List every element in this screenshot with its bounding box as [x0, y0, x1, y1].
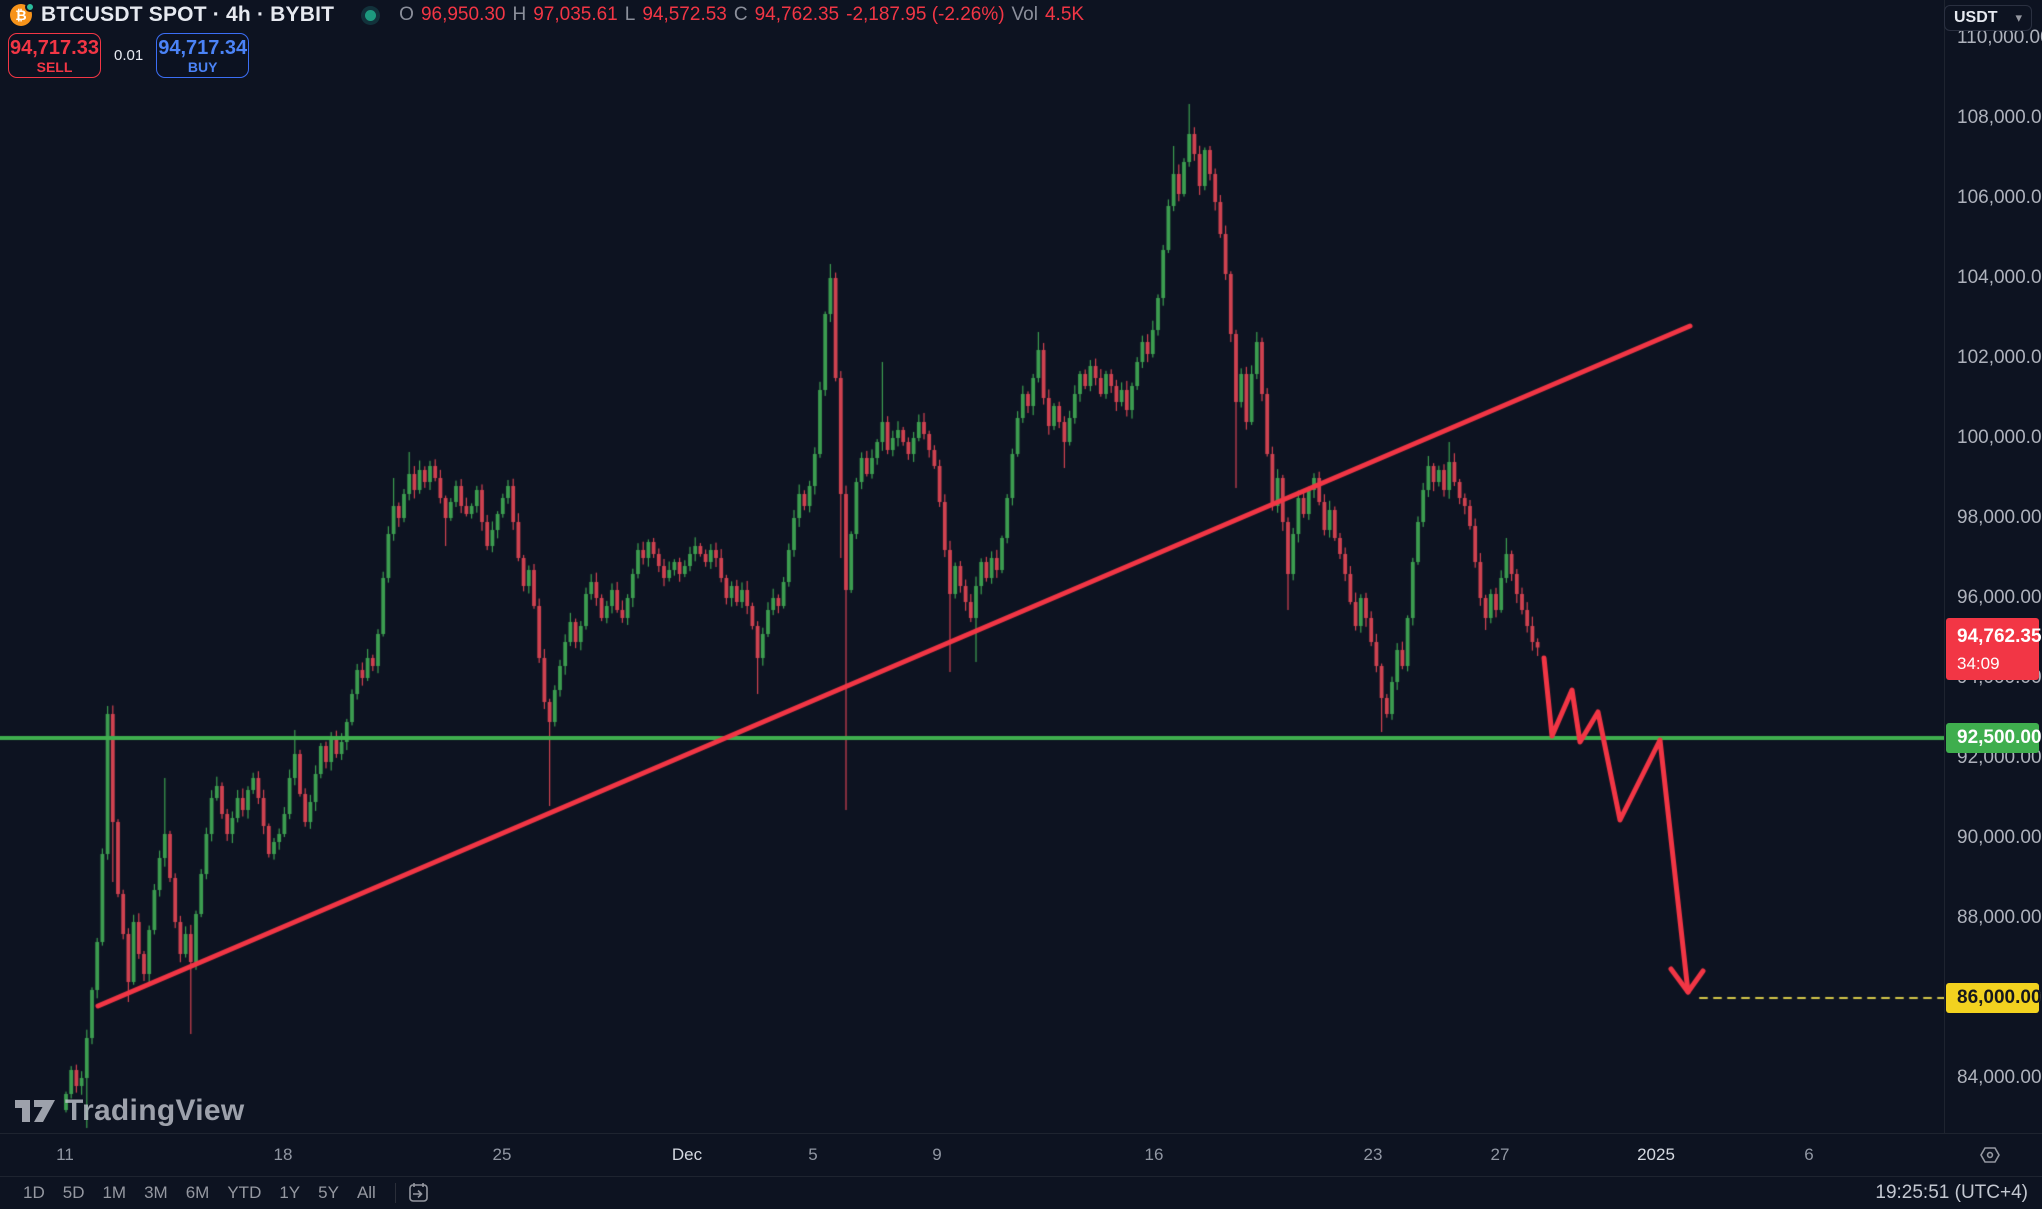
price-axis-label: 102,000.00	[1957, 347, 2042, 368]
time-axis-tick: 5	[808, 1145, 818, 1164]
support-price-label: 92,500.00	[1946, 723, 2042, 753]
range-button-3M[interactable]: 3M	[144, 1183, 168, 1202]
price-axis-label: 84,000.00	[1957, 1067, 2042, 1088]
time-axis-tick: 6	[1804, 1145, 1814, 1164]
time-axis-tick: 23	[1363, 1145, 1383, 1164]
range-button-All[interactable]: All	[356, 1183, 376, 1202]
time-axis-tick: 11	[56, 1145, 74, 1164]
range-button-6M[interactable]: 6M	[185, 1183, 210, 1202]
time-axis-tick: 2025	[1637, 1145, 1675, 1164]
target-price-label: 86,000.00	[1946, 983, 2042, 1013]
time-axis-tick: 25	[492, 1145, 512, 1164]
price-axis-label: 104,000.00	[1957, 267, 2042, 288]
sell-label: SELL	[36, 58, 73, 75]
bottom-toolbar: 1D 5D 1M 3M 6M YTD 1Y 5Y All 19:25:51 (UTC+4)	[0, 1176, 2042, 1209]
price-axis-label: 90,000.00	[1957, 827, 2042, 848]
time-axis[interactable]: 11 18 25 Dec 5 9 16 23 27 2025 6	[0, 1133, 2042, 1176]
time-axis-tick: 18	[273, 1145, 293, 1164]
currency-selector-dropdown[interactable]: USDT ▾	[1944, 5, 2032, 31]
price-axis-label: 98,000.00	[1957, 507, 2042, 528]
range-button-5Y[interactable]: 5Y	[318, 1183, 339, 1202]
time-axis-tick: 9	[932, 1145, 942, 1164]
chevron-down-icon: ▾	[2015, 10, 2022, 25]
range-button-5D[interactable]: 5D	[62, 1183, 85, 1202]
price-axis-label: 88,000.00	[1957, 907, 2042, 928]
price-axis-label: 100,000.00	[1957, 427, 2042, 448]
price-axis-label: 96,000.00	[1957, 587, 2042, 608]
price-axis-label: 110,000.00	[1957, 27, 2042, 48]
buy-button[interactable]: 94,717.34 BUY	[156, 33, 250, 78]
time-axis-tick: 16	[1144, 1145, 1164, 1164]
price-axis-label: 106,000.00	[1957, 187, 2042, 208]
range-button-1Y[interactable]: 1Y	[279, 1183, 301, 1202]
price-axis[interactable]: 84,000.0086,000.0088,000.0090,000.0092,0…	[1944, 0, 2042, 1176]
buy-price: 94,717.34	[158, 36, 248, 59]
toolbar-divider	[394, 1183, 396, 1203]
last-price-label: 94,762.35 34:09	[1946, 617, 2042, 680]
candle-countdown: 34:09	[1957, 653, 2000, 673]
quantity-value[interactable]: 0.01	[114, 47, 144, 64]
axis-settings-icon[interactable]	[1978, 1143, 2002, 1167]
sell-button[interactable]: 94,717.33 SELL	[8, 33, 101, 78]
sell-price: 94,717.33	[10, 36, 99, 59]
order-widget: 94,717.33 SELL 0.01 94,717.34 BUY	[8, 33, 250, 78]
last-price-value: 94,762.35	[1957, 625, 2042, 647]
range-button-1M[interactable]: 1M	[102, 1183, 127, 1202]
price-axis-label: 108,000.00	[1957, 107, 2042, 128]
range-button-1D[interactable]: 1D	[23, 1183, 45, 1202]
buy-label: BUY	[187, 58, 218, 75]
go-to-date-icon[interactable]	[406, 1182, 430, 1204]
range-button-YTD[interactable]: YTD	[227, 1183, 262, 1202]
time-axis-tick: Dec	[671, 1145, 703, 1164]
price-chart-canvas[interactable]	[0, 0, 1944, 1133]
currency-selector-value: USDT	[1954, 9, 1998, 26]
time-axis-tick: 27	[1490, 1145, 1510, 1164]
session-clock[interactable]: 19:25:51 (UTC+4)	[1875, 1182, 2028, 1203]
